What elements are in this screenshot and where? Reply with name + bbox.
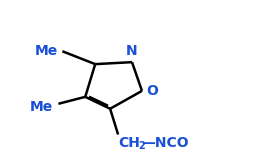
Text: CH: CH: [118, 136, 140, 151]
Text: —NCO: —NCO: [141, 136, 189, 151]
Text: O: O: [146, 84, 158, 98]
Text: 2: 2: [138, 142, 145, 152]
Text: Me: Me: [35, 44, 58, 58]
Text: Me: Me: [30, 100, 54, 114]
Text: N: N: [126, 44, 138, 58]
